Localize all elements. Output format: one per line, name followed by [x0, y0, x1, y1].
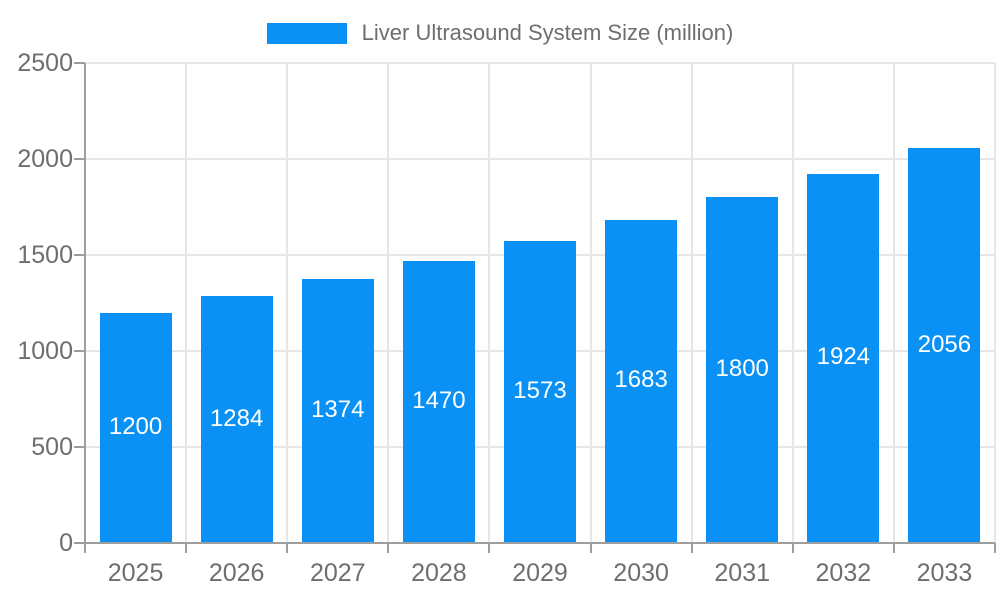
y-axis-tick	[74, 350, 85, 352]
bar-value-label: 1284	[209, 404, 264, 432]
x-axis-label: 2025	[107, 559, 164, 587]
bar-2031	[706, 197, 779, 543]
bar-2033	[908, 148, 981, 543]
bar-value-label: 1374	[311, 396, 365, 424]
x-axis-label: 2032	[815, 559, 872, 587]
bar-value-label: 2056	[917, 330, 972, 358]
y-axis-label: 1500	[17, 241, 73, 269]
legend-label: Liver Ultrasound System Size (million)	[361, 20, 734, 45]
legend-swatch-icon	[266, 22, 347, 44]
x-axis-tick	[387, 543, 390, 553]
x-axis-tick	[589, 543, 592, 553]
bar-2027	[301, 279, 374, 543]
bar-2025	[99, 312, 172, 543]
gridline-vertical	[286, 63, 289, 543]
x-axis-label: 2026	[208, 559, 265, 587]
gridline-vertical	[690, 63, 693, 543]
x-axis-label: 2029	[512, 559, 568, 587]
gridline-horizontal	[85, 62, 995, 64]
bar-value-label: 1470	[412, 386, 466, 414]
y-axis-label: 2500	[17, 49, 73, 77]
x-axis-tick	[994, 543, 996, 553]
plot-area: 1200 1284 1374 1470 1573 1683 1800 1924 2056	[85, 62, 996, 543]
y-axis-label: 0	[59, 529, 73, 557]
y-axis-tick	[74, 542, 85, 544]
gridline-vertical	[185, 63, 188, 543]
y-axis-tick	[74, 158, 85, 160]
x-axis-line	[85, 542, 995, 544]
bar-2026	[200, 296, 273, 543]
y-axis-line	[84, 63, 86, 553]
bar-2032	[807, 173, 880, 543]
chart-legend: Liver Ultrasound System Size (million)	[0, 20, 1000, 46]
bar-value-label: 1800	[715, 355, 769, 383]
x-axis-tick	[892, 543, 895, 553]
bar-value-label: 1924	[816, 343, 871, 371]
bar-2030	[605, 219, 678, 543]
bar-value-label: 1683	[614, 366, 668, 394]
x-axis-label: 2033	[916, 559, 973, 587]
x-axis-label: 2031	[714, 559, 771, 587]
x-axis-tick	[286, 543, 289, 553]
bar-2028	[402, 260, 475, 543]
gridline-vertical	[488, 63, 491, 543]
x-axis-tick	[84, 543, 86, 553]
x-axis-label: 2027	[309, 559, 366, 587]
gridline-vertical	[791, 63, 794, 543]
gridline-vertical	[387, 63, 390, 543]
x-axis-tick	[791, 543, 794, 553]
x-axis-label: 2028	[411, 559, 467, 587]
y-axis-label: 2000	[17, 145, 73, 173]
bar-value-label: 1573	[513, 376, 567, 404]
gridline-vertical	[589, 63, 592, 543]
x-axis-label: 2030	[613, 559, 669, 587]
x-axis-tick	[690, 543, 693, 553]
y-axis-tick	[74, 254, 85, 256]
gridline-vertical	[994, 63, 996, 543]
y-axis-label: 500	[31, 433, 73, 461]
x-axis-tick	[488, 543, 491, 553]
bar-2029	[504, 240, 576, 543]
y-axis-tick	[74, 446, 85, 448]
y-axis-tick	[74, 62, 85, 64]
gridline-vertical	[892, 63, 895, 543]
gridline-horizontal	[85, 158, 995, 160]
x-axis-tick	[185, 543, 188, 553]
y-axis-label: 1000	[17, 337, 73, 365]
bar-value-label: 1200	[108, 412, 163, 440]
